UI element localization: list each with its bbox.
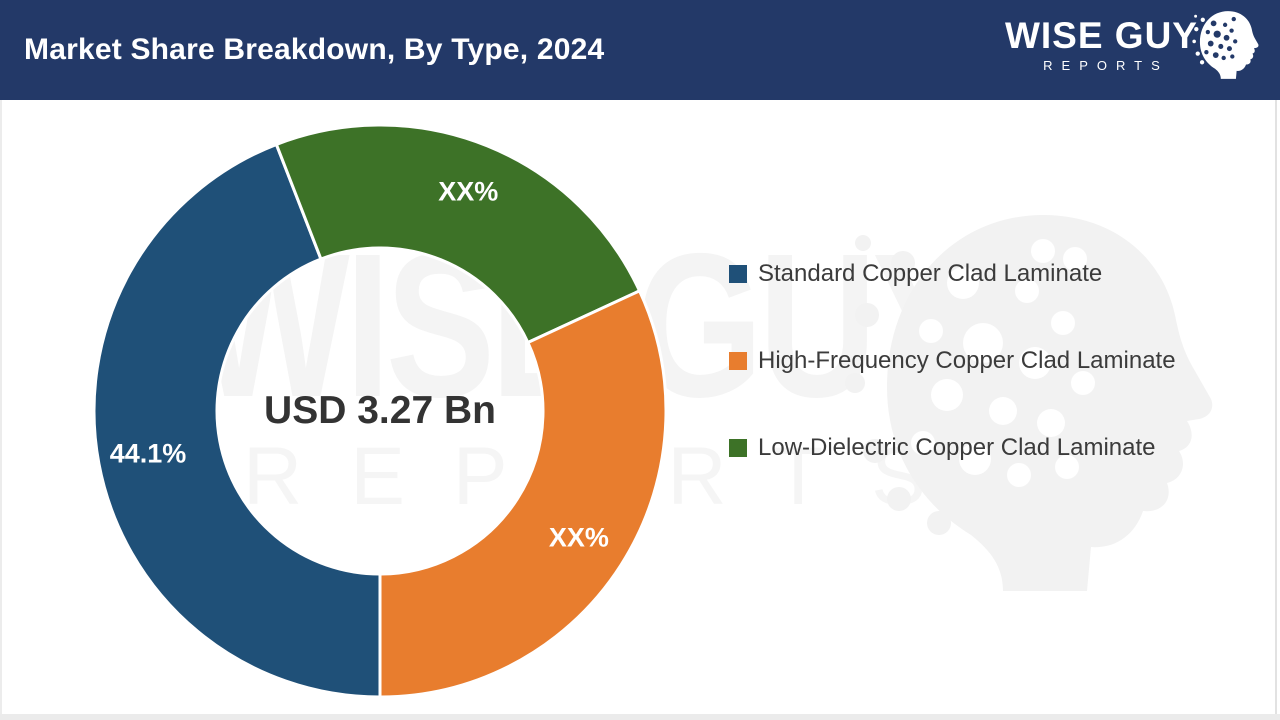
legend-swatch-blue bbox=[729, 265, 747, 283]
legend-item-high-frequency: High-Frequency Copper Clad Laminate bbox=[729, 345, 1176, 377]
donut-slice-1 bbox=[274, 123, 642, 345]
page-title: Market Share Breakdown, By Type, 2024 bbox=[24, 33, 605, 66]
header-bar: Market Share Breakdown, By Type, 2024 WI… bbox=[0, 0, 1280, 100]
donut-slice-0 bbox=[92, 142, 382, 699]
legend-item-standard: Standard Copper Clad Laminate bbox=[729, 258, 1176, 290]
page-bottom-strip bbox=[0, 714, 1280, 720]
wise-guy-logo: WISE GUY REPORTS bbox=[1005, 6, 1264, 84]
logo-face-icon bbox=[1192, 11, 1259, 79]
legend-swatch-orange bbox=[729, 352, 747, 370]
legend-item-low-dielectric: Low-Dielectric Copper Clad Laminate bbox=[729, 432, 1176, 464]
slice-label-2: XX% bbox=[548, 522, 609, 553]
logo-text: WISE GUY REPORTS bbox=[1005, 16, 1198, 74]
watermark-face-logo bbox=[845, 215, 1213, 591]
logo-subtitle: REPORTS bbox=[1043, 58, 1169, 73]
slice-label-1: XX% bbox=[438, 176, 499, 207]
legend-swatch-green bbox=[729, 439, 747, 457]
chart-legend: Standard Copper Clad Laminate High-Frequ… bbox=[729, 258, 1176, 519]
legend-label: Low-Dielectric Copper Clad Laminate bbox=[758, 434, 1156, 461]
legend-label: High-Frequency Copper Clad Laminate bbox=[758, 347, 1176, 374]
page-border-right bbox=[1275, 100, 1277, 716]
logo-wordmark: WISE GUY bbox=[1004, 15, 1198, 56]
legend-label: Standard Copper Clad Laminate bbox=[758, 260, 1103, 287]
slice-label-0: 44.1% bbox=[109, 438, 187, 469]
donut-slice-2 bbox=[378, 289, 668, 699]
donut-center-value: USD 3.27 Bn bbox=[264, 389, 496, 432]
page-border-left bbox=[0, 100, 2, 720]
